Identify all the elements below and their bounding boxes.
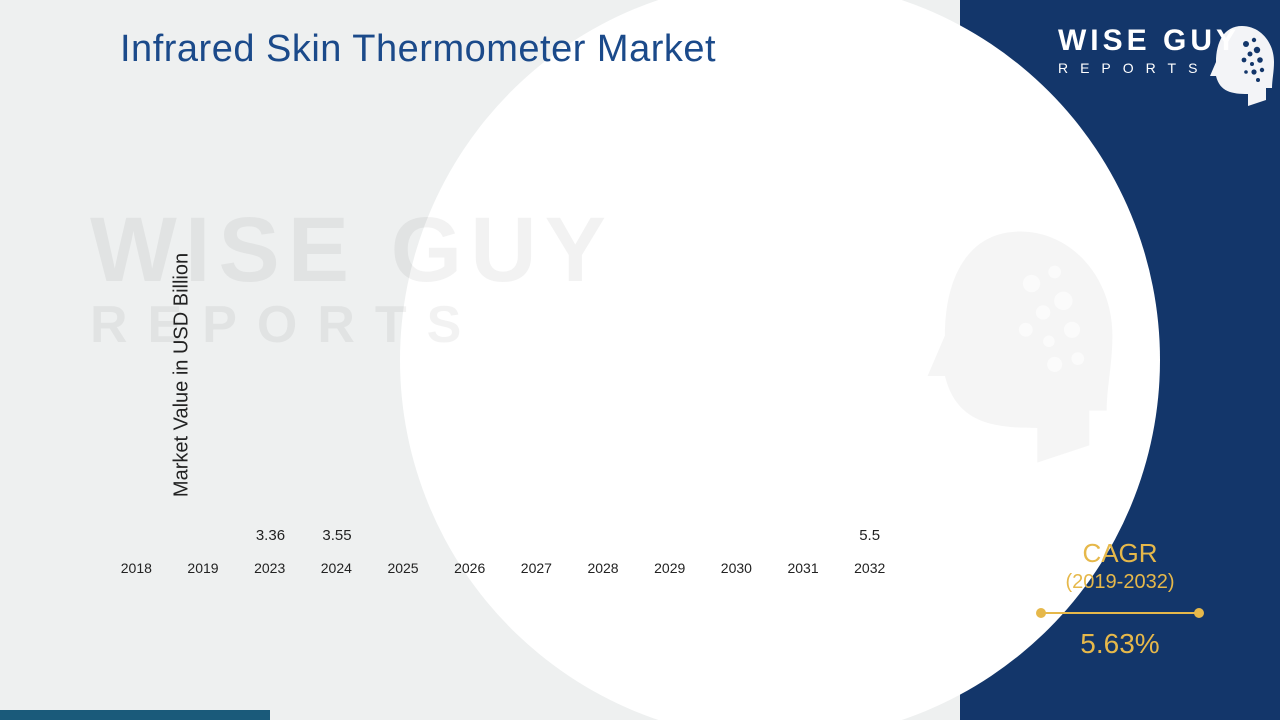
x-tick: 2025 <box>377 560 430 590</box>
bar-chart: Market Value in USD Billion 3.363.555.5 … <box>70 160 900 590</box>
plot-area: 3.36 3.55 5.5 <box>106 160 900 550</box>
bar-value-label: 3.36 <box>256 527 285 544</box>
bottom-accent-bar <box>0 710 270 720</box>
chart-title: Infrared Skin Thermometer Market <box>120 28 716 71</box>
x-tick: 2031 <box>777 560 830 590</box>
bars-container: 3.36 3.55 5.5 <box>107 160 900 550</box>
cagr-divider <box>1040 612 1200 614</box>
x-tick: 2018 <box>110 560 163 590</box>
x-tick: 2024 <box>310 560 363 590</box>
x-tick: 2019 <box>177 560 230 590</box>
x-tick: 2030 <box>710 560 763 590</box>
x-tick: 2032 <box>843 560 896 590</box>
cagr-range: (2019-2032) <box>1020 571 1220 594</box>
brain-head-icon <box>1202 22 1280 112</box>
x-tick: 2026 <box>443 560 496 590</box>
bar-value-label: 5.5 <box>859 527 880 544</box>
x-tick: 2028 <box>577 560 630 590</box>
bar-wrap: 3.36 <box>244 527 297 550</box>
bar-wrap: 5.5 <box>843 527 896 550</box>
bar-value-label: 3.55 <box>322 527 351 544</box>
x-tick: 2029 <box>643 560 696 590</box>
page-root: Infrared Skin Thermometer Market WISE GU… <box>0 0 1280 720</box>
cagr-value: 5.63% <box>1020 628 1220 660</box>
cagr-title: CAGR <box>1020 538 1220 569</box>
x-tick: 2023 <box>243 560 296 590</box>
x-tick: 2027 <box>510 560 563 590</box>
cagr-block: CAGR (2019-2032) 5.63% <box>1020 538 1220 660</box>
bar-wrap: 3.55 <box>311 527 364 550</box>
x-axis: 2018 2019 2023 2024 2025 2026 2027 2028 2029 2030… <box>106 554 900 590</box>
